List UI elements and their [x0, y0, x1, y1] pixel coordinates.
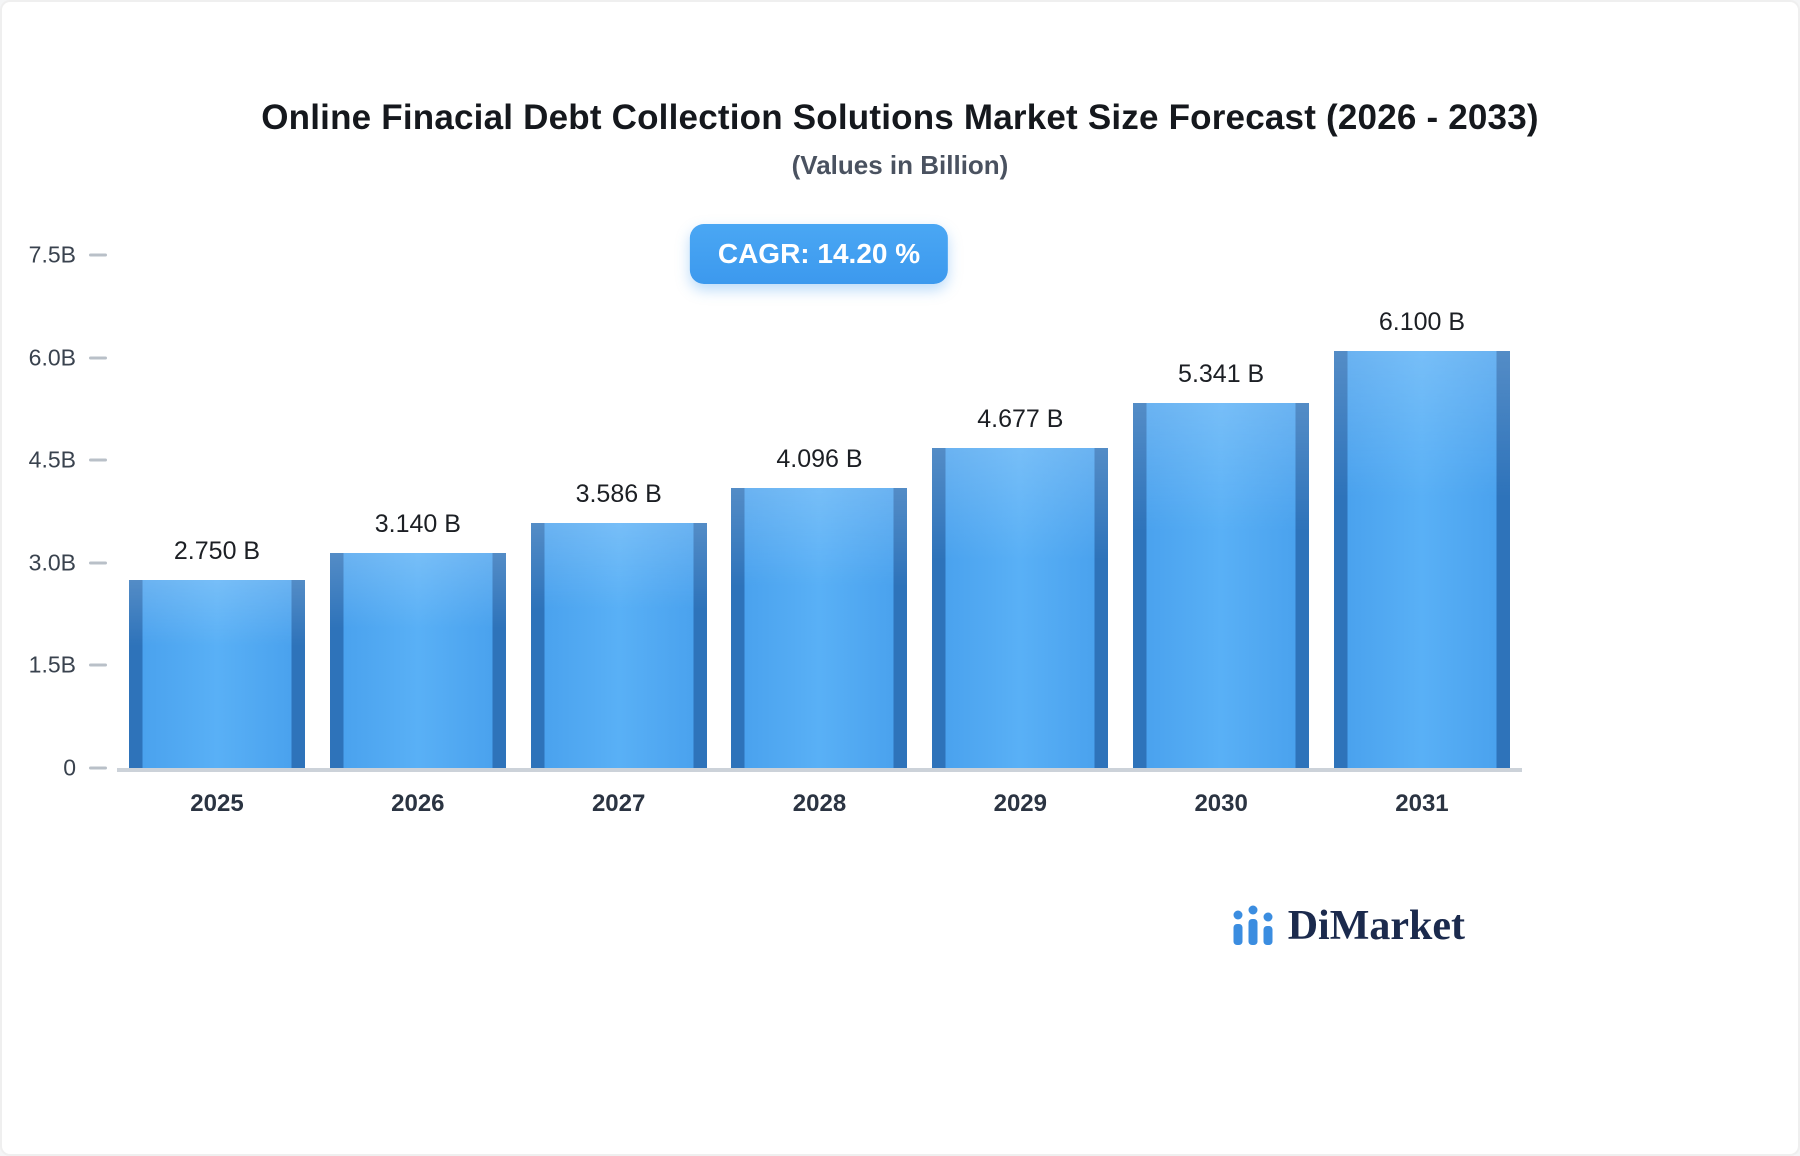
- y-axis-tick: 3.0B: [14, 549, 117, 576]
- bar[interactable]: [932, 448, 1109, 768]
- y-axis-tick-mark: [89, 663, 107, 667]
- y-axis-tick-label: 1.5B: [28, 651, 76, 678]
- x-axis-label: 2028: [792, 790, 847, 817]
- logo: DiMarket: [1230, 905, 1465, 947]
- x-axis: 2025 2026 2027 2028 2029 2030 2031: [117, 790, 1522, 818]
- y-axis-tick-mark: [89, 356, 107, 360]
- chart-subtitle: (Values in Billion): [791, 150, 1009, 180]
- bar-value-label: 2.750 B: [173, 536, 261, 565]
- y-axis-tick-mark: [89, 458, 107, 462]
- y-axis-tick-mark: [89, 766, 107, 770]
- bar[interactable]: [129, 579, 305, 768]
- bar-value-label: 3.586 B: [575, 479, 662, 508]
- bar-chart-logo-icon: [1233, 905, 1273, 945]
- x-axis-label: 2027: [591, 790, 646, 817]
- bar-value-label: 4.096 B: [776, 444, 863, 473]
- x-axis-label: 2025: [190, 790, 244, 817]
- bar[interactable]: [530, 522, 707, 768]
- y-axis-tick: 7.5B: [14, 242, 117, 269]
- bar-group: 3.586 B: [530, 255, 707, 768]
- y-axis-tick-label: 3.0B: [28, 549, 76, 576]
- cagr-badge: CAGR: 14.20 %: [689, 224, 949, 284]
- bar[interactable]: [731, 487, 908, 768]
- y-axis-tick-label: 6.0B: [28, 344, 76, 371]
- y-axis-tick: 1.5B: [14, 652, 117, 679]
- plot-area: 0 1.5B 3.0B 4.5B 6.0B 7.5B 2.750 B 3.140 B 3.58…: [29, 242, 1522, 781]
- bar-value-label: 4.677 B: [977, 405, 1064, 434]
- bar-value-label: 5.341 B: [1178, 359, 1265, 388]
- bar-group: 4.096 B: [731, 255, 908, 768]
- y-axis: 0 1.5B 3.0B 4.5B 6.0B 7.5B: [29, 242, 1522, 781]
- chart-title: Online Finacial Debt Collection Solution…: [261, 98, 1539, 137]
- bar[interactable]: [1133, 402, 1310, 768]
- x-axis-label: 2030: [1194, 790, 1248, 817]
- bar-value-label: 6.100 B: [1378, 307, 1466, 336]
- x-axis-label: 2029: [993, 790, 1047, 817]
- y-axis-tick-label: 0: [63, 754, 76, 781]
- bar-group: 5.341 B: [1133, 255, 1310, 768]
- x-axis-label: 2031: [1395, 790, 1449, 817]
- bar-series: 2.750 B 3.140 B 3.586 B 4.096 B 4.677 B 5.341…: [117, 255, 1522, 768]
- bar-group: 4.677 B: [932, 255, 1109, 768]
- y-axis-tick: 6.0B: [14, 344, 117, 371]
- logo-text: DiMarket: [1287, 903, 1465, 949]
- bar-value-label: 3.140 B: [374, 510, 461, 539]
- y-axis-tick-mark: [89, 561, 107, 565]
- y-axis-tick-label: 4.5B: [28, 446, 76, 473]
- bar-group: 3.140 B: [329, 255, 506, 768]
- bar-group: 6.100 B: [1333, 255, 1510, 768]
- y-axis-tick: 0: [14, 755, 117, 782]
- bar[interactable]: [1333, 350, 1510, 768]
- y-axis-tick-label: 7.5B: [28, 241, 76, 268]
- x-axis-label: 2026: [391, 790, 445, 817]
- bar-group: 2.750 B: [129, 255, 305, 768]
- bar[interactable]: [329, 553, 506, 768]
- y-axis-tick: 4.5B: [14, 447, 117, 474]
- y-axis-tick-mark: [89, 253, 107, 257]
